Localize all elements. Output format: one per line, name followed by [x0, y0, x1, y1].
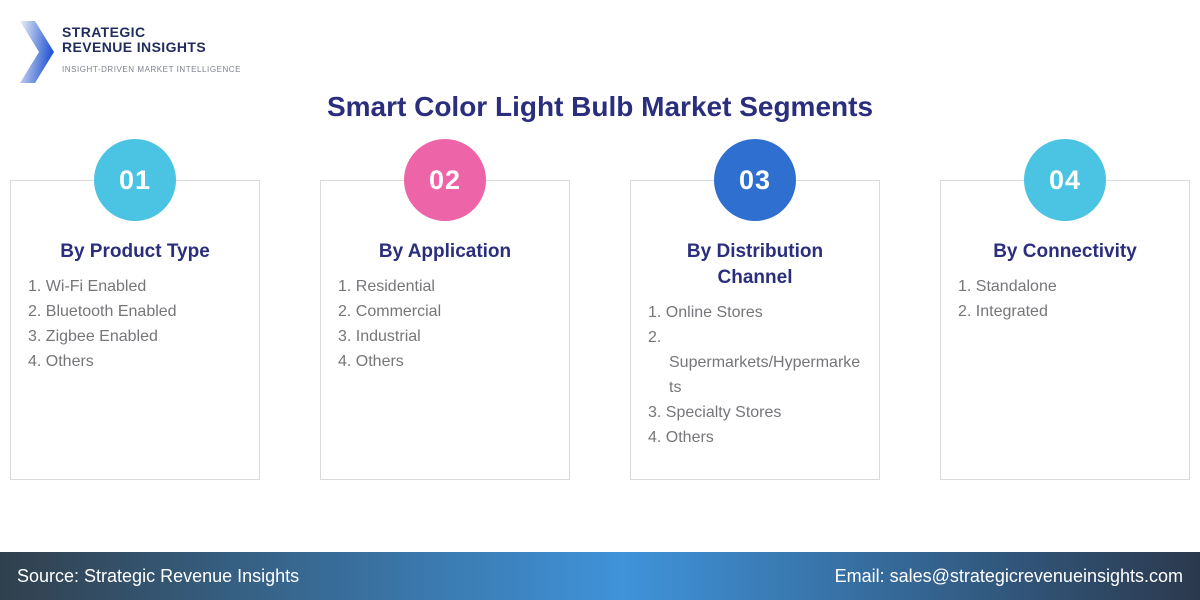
segment-item: 1. Wi-Fi Enabled	[28, 278, 147, 295]
segment-item: 1. Standalone	[958, 278, 1057, 295]
chevron-right-icon	[20, 21, 54, 88]
segment-heading: By Connectivity	[993, 241, 1137, 262]
segment-item-list: 1. Residential 2. Commercial 3. Industri…	[338, 274, 552, 374]
segment-item: 3. Zigbee Enabled	[28, 328, 158, 345]
segment-item: 2. Supermarkets/Hypermarkets	[648, 329, 861, 396]
segment-number-badge-01: 01	[94, 139, 176, 221]
segment-item: 4. Others	[648, 429, 714, 446]
brand-tagline: INSIGHT-DRIVEN MARKET INTELLIGENCE	[62, 65, 242, 74]
segment-item: 4. Others	[28, 353, 94, 370]
brand-name-line2: REVENUE INSIGHTS	[62, 39, 207, 55]
segment-card-connectivity: 04 By Connectivity 1. Standalone 2. Inte…	[940, 139, 1190, 480]
segment-card-product-type: 01 By Product Type 1. Wi-Fi Enabled 2. B…	[10, 139, 260, 480]
segment-heading: By Application	[378, 241, 512, 262]
brand-name-line1: STRATEGIC	[62, 24, 146, 40]
brand-logo: STRATEGIC REVENUE INSIGHTS INSIGHT-DRIVE…	[20, 21, 241, 88]
segment-item: 2. Integrated	[958, 303, 1048, 320]
segment-item: 2. Commercial	[338, 303, 442, 320]
segment-card-distribution-channel: 03 By Distribution Channel 1. Online Sto…	[630, 139, 880, 480]
segment-card-application: 02 By Application 1. Residential 2. Comm…	[320, 139, 570, 480]
segment-number-badge-04: 04	[1024, 139, 1106, 221]
segment-cards: 01 By Product Type 1. Wi-Fi Enabled 2. B…	[10, 139, 1190, 480]
footer-email: Email: sales@strategicrevenueinsights.co…	[834, 565, 1183, 586]
segment-item: 2. Bluetooth Enabled	[28, 303, 177, 320]
page-title: Smart Color Light Bulb Market Segments	[326, 91, 874, 122]
brand-name: STRATEGIC REVENUE INSIGHTS	[62, 25, 241, 55]
segment-item-list: 1. Online Stores 2. Supermarkets/Hyperma…	[648, 300, 862, 450]
segment-item: 1. Residential	[338, 278, 435, 295]
segment-heading: By Distribution Channel	[686, 241, 824, 288]
footer-source: Source: Strategic Revenue Insights	[17, 565, 300, 586]
segment-item: 3. Industrial	[338, 328, 421, 345]
footer-bar: Source: Strategic Revenue Insights Email…	[0, 552, 1200, 600]
segment-heading: By Product Type	[60, 241, 210, 262]
segment-number-badge-02: 02	[404, 139, 486, 221]
segment-item: 3. Specialty Stores	[648, 404, 782, 421]
segment-item: 4. Others	[338, 353, 404, 370]
segment-item: 1. Online Stores	[648, 304, 763, 321]
segment-item-list: 1. Standalone 2. Integrated	[958, 274, 1172, 324]
segment-item-list: 1. Wi-Fi Enabled 2. Bluetooth Enabled 3.…	[28, 274, 242, 374]
segment-number-badge-03: 03	[714, 139, 796, 221]
